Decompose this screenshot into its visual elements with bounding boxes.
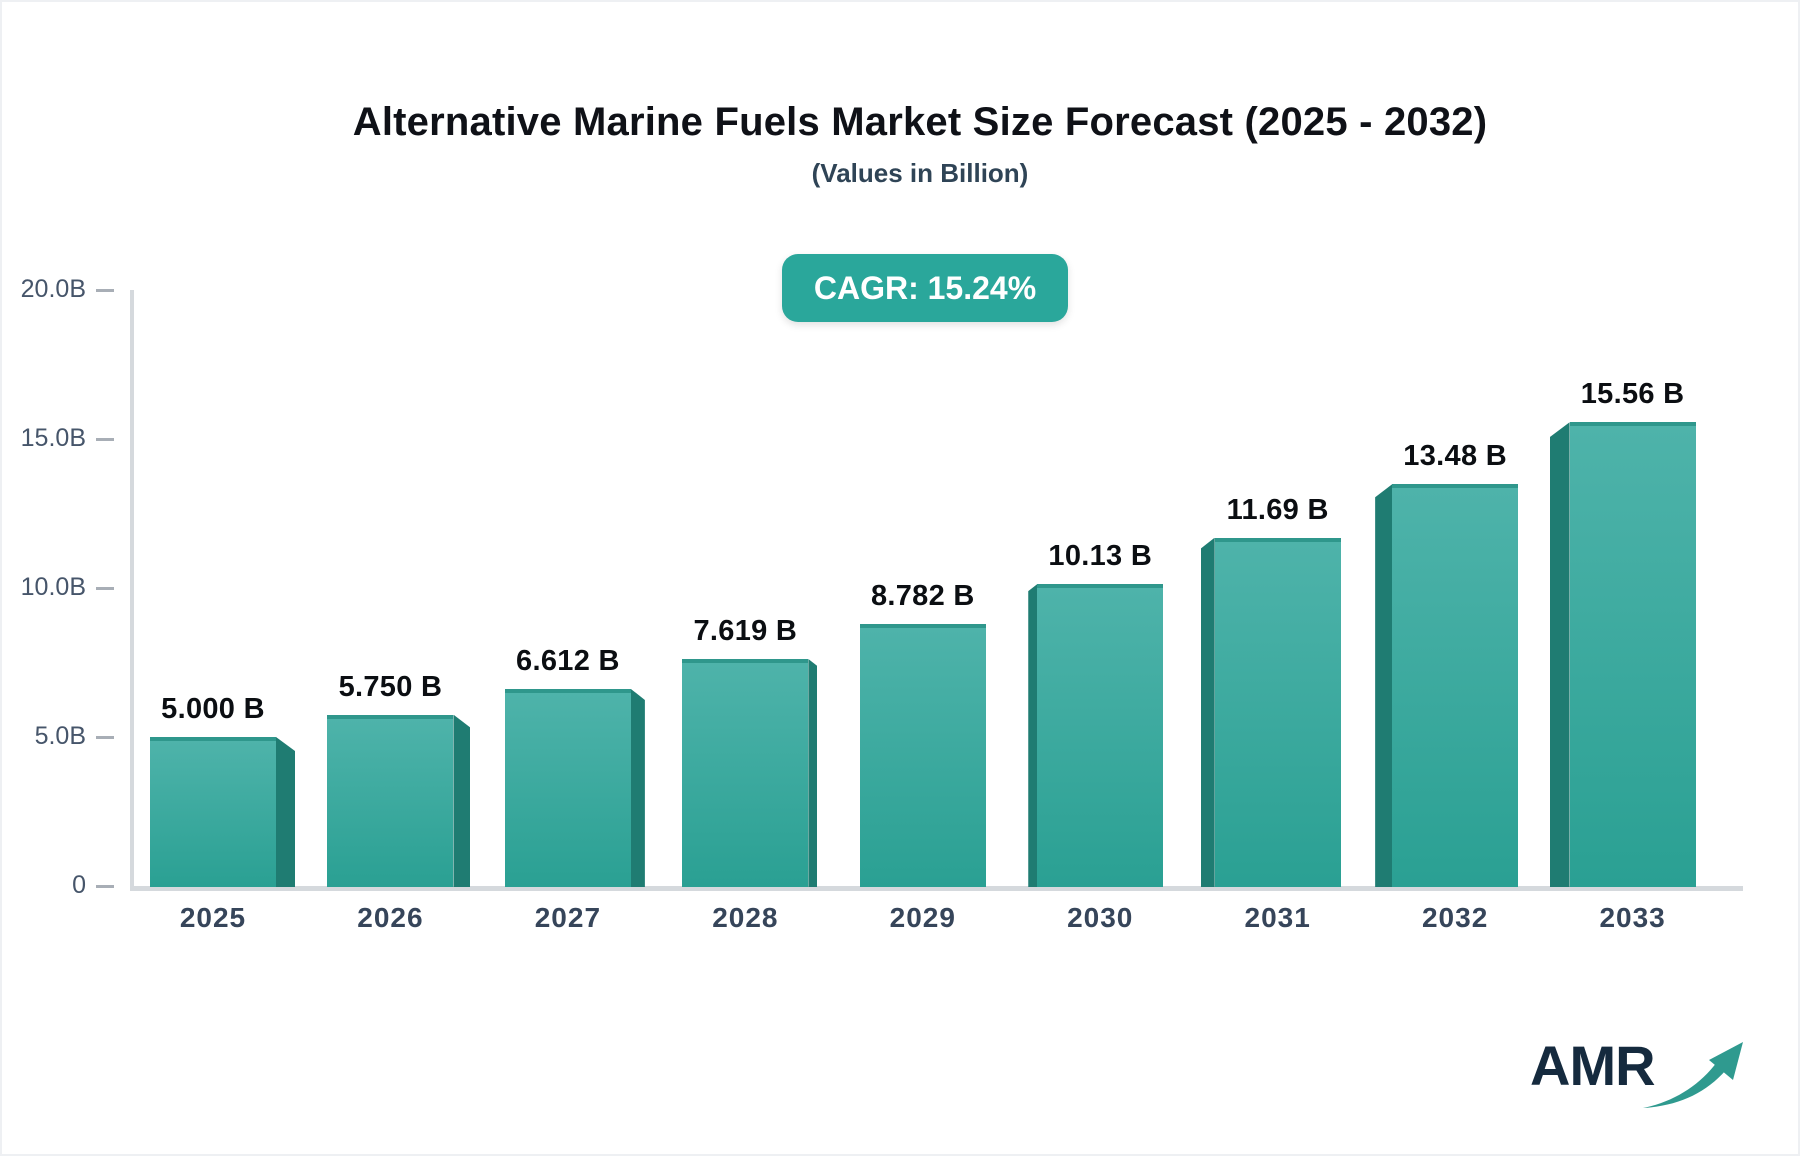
cagr-badge-label: CAGR: 15.24% xyxy=(813,269,1037,306)
y-tick-mark xyxy=(96,587,114,590)
y-tick-label: 20.0B xyxy=(20,275,86,303)
growth-arrow-icon xyxy=(1642,1042,1743,1108)
bar-3d-side xyxy=(1375,484,1393,887)
x-tick-label: 2033 xyxy=(1599,902,1666,933)
bar-3d-side xyxy=(1549,422,1570,887)
x-tick-label: 2027 xyxy=(534,902,602,933)
x-tick-label: 2025 xyxy=(179,902,247,933)
bar-value-label: 7.619 B xyxy=(693,614,798,647)
bar-3d-side xyxy=(1200,537,1215,887)
bar-3d-side xyxy=(1028,584,1038,887)
bar-2025 xyxy=(150,737,276,887)
bar-2033 xyxy=(1569,422,1696,887)
bar-value-label: 11.69 B xyxy=(1226,493,1329,526)
bar-value-label: 15.56 B xyxy=(1580,378,1685,411)
x-tick-label: 2029 xyxy=(889,902,956,933)
y-tick-label: 5.0B xyxy=(34,722,86,750)
bar-3d-side xyxy=(808,658,818,887)
cagr-badge: CAGR: 15.24% xyxy=(782,254,1068,322)
bar-3d-side xyxy=(630,688,645,887)
bar-2029 xyxy=(859,624,986,887)
y-tick-mark xyxy=(96,885,114,888)
x-axis-baseline xyxy=(130,886,1743,891)
chart-subtitle: (Values in Billion) xyxy=(811,158,1029,188)
bar-2031 xyxy=(1214,537,1341,887)
y-tick-mark xyxy=(96,438,114,441)
bar-value-label: 5.000 B xyxy=(161,693,265,725)
bar-2026 xyxy=(327,714,454,887)
bar-2030 xyxy=(1037,584,1164,887)
bar-2028 xyxy=(682,658,809,887)
x-tick-label: 2031 xyxy=(1244,902,1311,933)
bar-3d-side xyxy=(276,737,295,887)
bar-value-label: 5.750 B xyxy=(338,670,443,703)
bar-value-label: 8.782 B xyxy=(870,580,975,613)
y-tick-mark xyxy=(96,736,114,739)
y-tick-label: 15.0B xyxy=(20,424,86,452)
amr-logo-text: AMR xyxy=(1530,1034,1656,1097)
bar-value-label: 6.612 B xyxy=(516,644,620,677)
y-tick-mark xyxy=(96,289,114,292)
amr-logo: AMR xyxy=(1530,1036,1745,1118)
x-tick-label: 2030 xyxy=(1067,902,1134,933)
y-tick-label: 0 xyxy=(72,871,86,899)
x-tick-label: 2026 xyxy=(357,902,424,933)
y-tick-label: 10.0B xyxy=(20,573,86,601)
bar-value-label: 13.48 B xyxy=(1403,440,1507,473)
bar-3d-side xyxy=(453,714,471,887)
y-axis-line xyxy=(130,290,134,890)
bar-2032 xyxy=(1392,484,1519,887)
bar-value-label: 10.13 B xyxy=(1048,540,1153,573)
x-tick-label: 2028 xyxy=(712,902,779,933)
x-tick-label: 2032 xyxy=(1421,902,1489,933)
chart-title: Alternative Marine Fuels Market Size For… xyxy=(352,100,1488,144)
bar-2027 xyxy=(504,688,631,887)
